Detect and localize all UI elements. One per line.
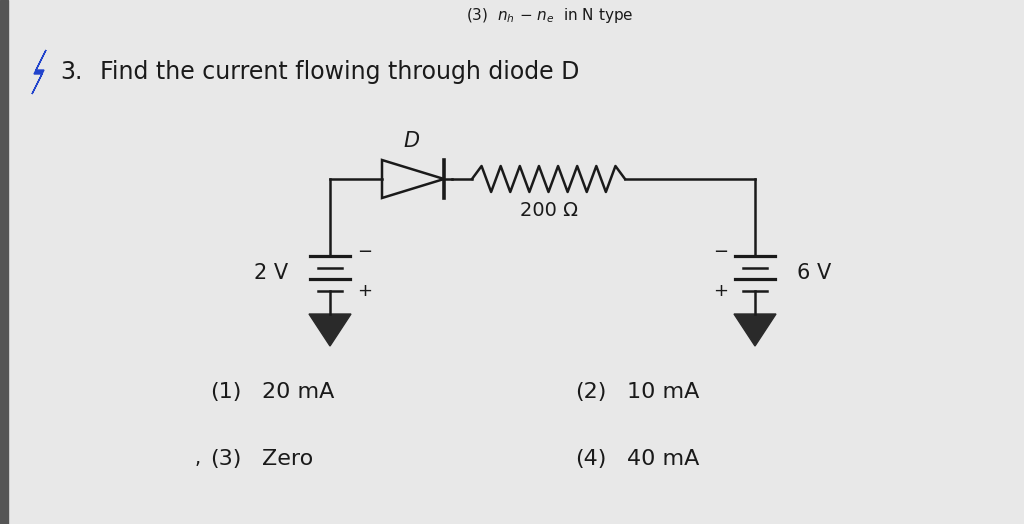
Polygon shape	[309, 314, 351, 346]
Text: 20 mA: 20 mA	[262, 382, 335, 402]
Text: 40 mA: 40 mA	[627, 449, 699, 469]
Text: 6 V: 6 V	[797, 263, 831, 283]
Text: +: +	[357, 281, 372, 300]
Text: −: −	[713, 243, 728, 261]
Text: 200 Ω: 200 Ω	[519, 201, 578, 220]
Text: (1): (1)	[210, 382, 242, 402]
Bar	[0, 0, 8, 524]
Text: 10 mA: 10 mA	[627, 382, 699, 402]
Text: (2): (2)	[575, 382, 606, 402]
Text: (3)  $n_h$ $-$ $n_e$  in N type: (3) $n_h$ $-$ $n_e$ in N type	[466, 6, 634, 25]
Text: D: D	[403, 131, 420, 151]
Text: 3.: 3.	[60, 60, 82, 84]
Text: 2 V: 2 V	[254, 263, 288, 283]
Text: (4): (4)	[575, 449, 606, 469]
Polygon shape	[32, 50, 46, 94]
Text: −: −	[357, 243, 372, 261]
Text: +: +	[713, 281, 728, 300]
Text: ,: ,	[195, 450, 201, 468]
Text: Find the current flowing through diode D: Find the current flowing through diode D	[100, 60, 580, 84]
Text: Zero: Zero	[262, 449, 313, 469]
Text: (3): (3)	[210, 449, 242, 469]
Polygon shape	[734, 314, 776, 346]
